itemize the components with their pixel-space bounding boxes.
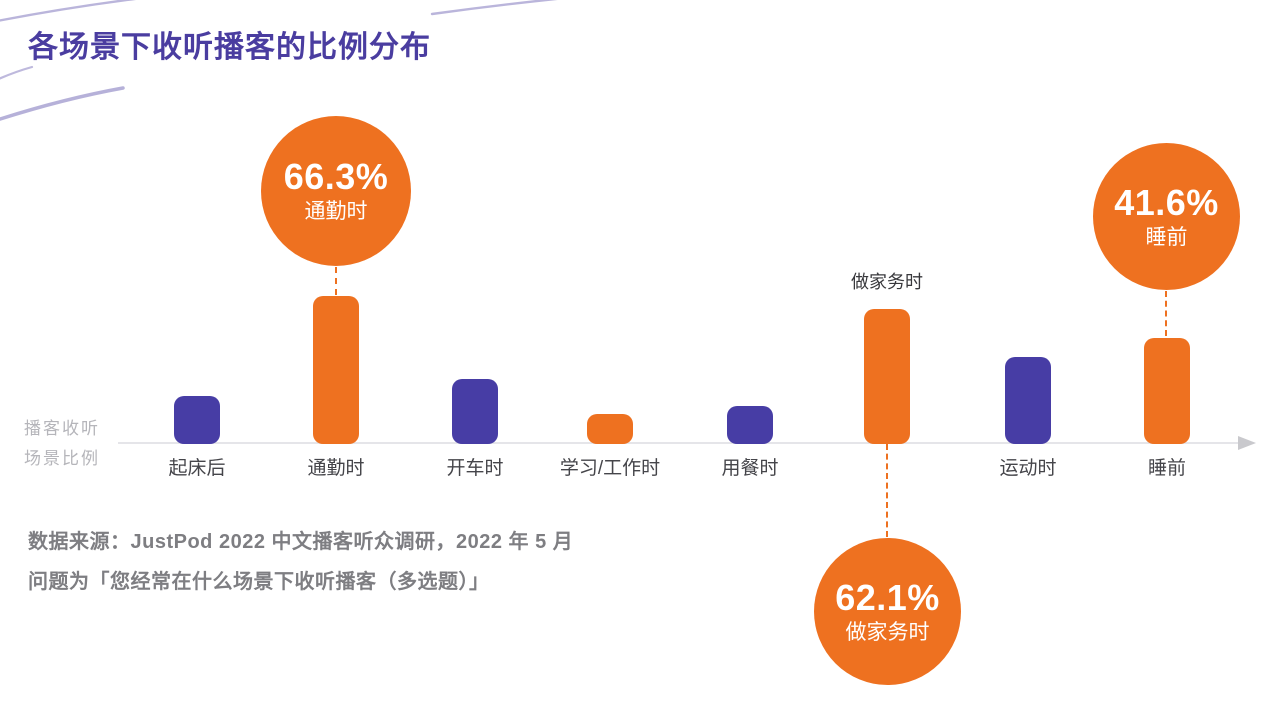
callout-percent: 62.1% (835, 576, 940, 618)
x-axis-label-commuting: 通勤时 (307, 458, 365, 479)
data-source-line1: 数据来源：JustPod 2022 中文播客听众调研，2022 年 5 月 (28, 531, 574, 553)
callout-bubble-housework: 62.1% 做家务时 (814, 538, 961, 685)
decorative-arc (0, 0, 137, 22)
connector-commuting (335, 267, 337, 295)
callout-label: 睡前 (1145, 225, 1188, 249)
x-axis-label-before-sleep: 睡前 (1147, 458, 1186, 479)
bar-housework (864, 309, 910, 444)
callout-label: 做家务时 (845, 620, 930, 644)
x-axis-label-study-work: 学习/工作时 (559, 458, 661, 479)
bar-before-sleep (1144, 338, 1190, 444)
callout-bubble-before-sleep: 41.6% 睡前 (1093, 143, 1240, 290)
data-source-note: 数据来源：JustPod 2022 中文播客听众调研，2022 年 5 月 问题… (28, 522, 573, 602)
decorative-arc (0, 86, 125, 121)
x-axis-label-dining: 用餐时 (721, 458, 779, 479)
x-axis-label-exercising: 运动时 (999, 458, 1057, 479)
decorative-arc (430, 0, 558, 16)
callout-label: 通勤时 (304, 200, 368, 223)
decorative-arc (0, 65, 34, 80)
page-title: 各场景下收听播客的比例分布 (28, 31, 431, 64)
housework-bar-top-label: 做家务时 (851, 272, 923, 292)
callout-percent: 41.6% (1114, 181, 1219, 223)
connector-housework (886, 444, 888, 537)
y-axis-label-line1: 播客收听 (24, 419, 100, 438)
x-axis-label-driving: 开车时 (446, 458, 504, 479)
bar-driving (452, 379, 498, 444)
x-axis-arrow-icon (1238, 436, 1256, 450)
y-axis-label: 播客收听 场景比例 (24, 414, 100, 474)
y-axis-label-line2: 场景比例 (24, 449, 100, 468)
data-source-line2: 问题为「您经常在什么场景下收听播客（多选题）」 (28, 571, 490, 593)
bar-commuting (313, 296, 359, 444)
connector-before-sleep (1165, 291, 1167, 336)
bar-exercising (1005, 357, 1051, 444)
callout-percent: 66.3% (283, 156, 389, 197)
bar-after-waking (174, 396, 220, 444)
bar-study-work (587, 414, 633, 444)
x-axis-line (118, 442, 1240, 444)
callout-bubble-commuting: 66.3% 通勤时 (261, 116, 411, 266)
x-axis-label-after-waking: 起床后 (168, 458, 226, 479)
bar-dining (727, 406, 773, 444)
